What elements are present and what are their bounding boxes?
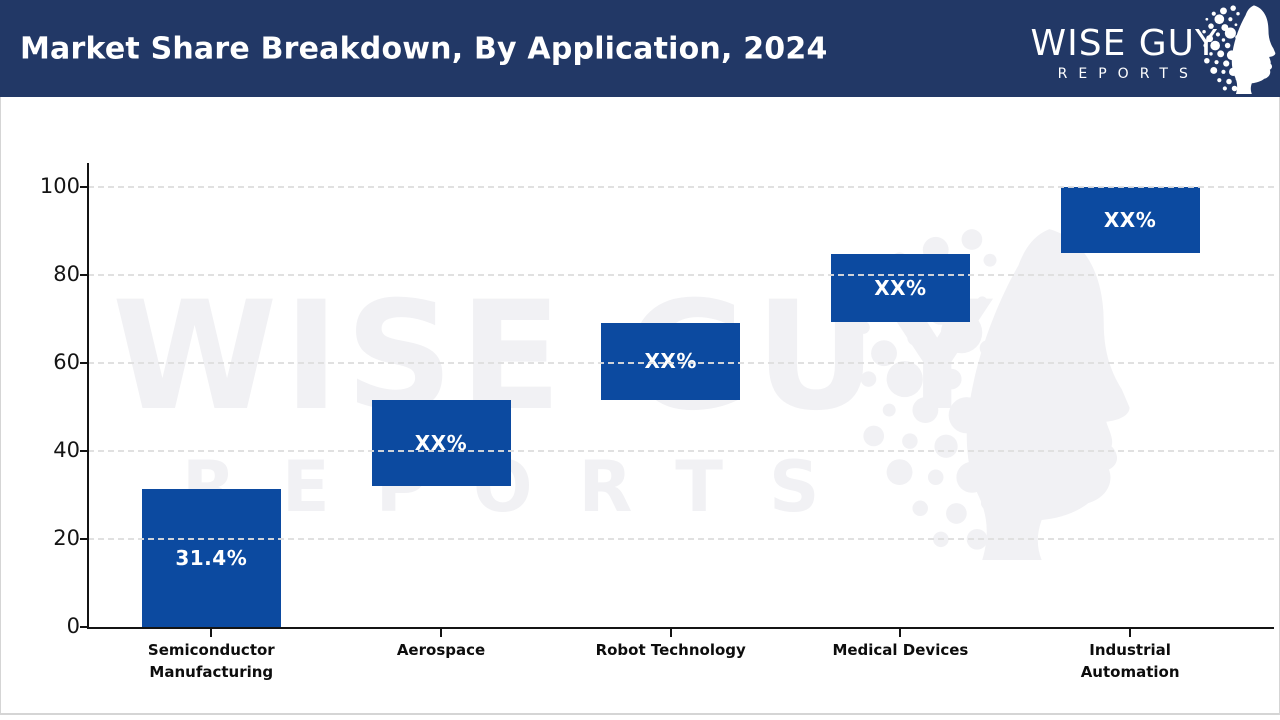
y-tick-mark — [80, 450, 88, 452]
y-tick-mark — [80, 274, 88, 276]
gridline-100 — [88, 186, 1274, 188]
app-header: Market Share Breakdown, By Application, … — [0, 0, 1280, 97]
x-axis-label-industrial-automation: Industrial Automation — [1080, 641, 1180, 681]
bar-value-label: 31.4% — [175, 545, 248, 570]
gridline-40 — [88, 450, 1274, 452]
x-axis-line — [88, 627, 1274, 630]
bar-industrial-automation: XX% — [1060, 187, 1200, 254]
x-tick-mark — [899, 629, 902, 637]
y-tick-mark — [80, 186, 88, 188]
x-axis-label-semiconductor-manufacturing: Semiconductor Manufacturing — [147, 641, 275, 681]
page-title: Market Share Breakdown, By Application, … — [20, 31, 828, 66]
gridline-60 — [88, 362, 1274, 364]
y-tick-label-60: 60 — [53, 350, 80, 374]
y-axis-line — [87, 163, 90, 629]
bar-value-label: XX% — [1103, 208, 1157, 233]
bar-value-label: XX% — [874, 275, 927, 300]
x-axis-label-medical-devices: Medical Devices — [832, 641, 969, 659]
bar-value-label: XX% — [644, 349, 697, 374]
x-tick-mark — [440, 629, 442, 637]
y-tick-label-40: 40 — [53, 438, 80, 462]
y-tick-label-80: 80 — [53, 262, 80, 286]
y-tick-mark — [80, 362, 88, 364]
brand-name: WISE GUY — [1030, 23, 1218, 64]
bar-robot-technology: XX% — [601, 322, 741, 400]
brand-logo: WISE GUY REPORTS — [1020, 0, 1280, 97]
bar-medical-devices: XX% — [830, 253, 970, 323]
gridline-20 — [88, 538, 1274, 540]
brand-subtitle: REPORTS — [1057, 66, 1199, 82]
y-tick-mark — [80, 626, 88, 628]
wiseguy-head-icon — [1202, 5, 1276, 94]
bar-semiconductor-manufacturing: 31.4% — [141, 488, 281, 627]
x-tick-mark — [210, 629, 213, 637]
x-tick-mark — [1129, 629, 1132, 637]
x-axis-label-aerospace: Aerospace — [396, 641, 486, 659]
y-tick-label-100: 100 — [39, 174, 80, 198]
gridline-80 — [88, 274, 1274, 276]
y-tick-label-0: 0 — [66, 614, 80, 638]
y-tick-label-20: 20 — [53, 526, 80, 550]
y-tick-mark — [80, 538, 88, 540]
brand-logo-text: WISE GUY REPORTS — [1030, 23, 1219, 83]
bar-aerospace: XX% — [371, 400, 511, 487]
x-tick-mark — [669, 629, 672, 637]
x-axis-label-robot-technology: Robot Technology — [595, 641, 746, 659]
